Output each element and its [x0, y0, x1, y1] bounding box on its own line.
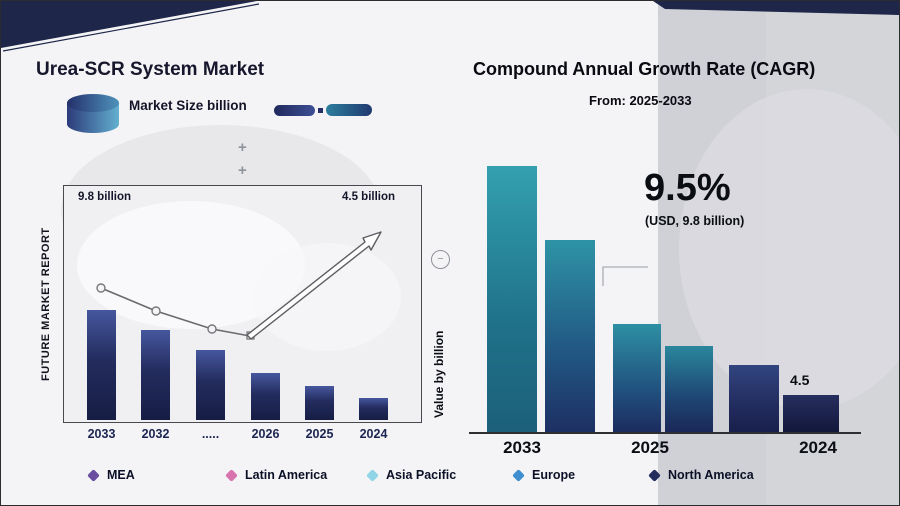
- cagr-bar-2024-primary: [729, 365, 779, 433]
- legend-item-asia-pacific: Asia Pacific: [366, 468, 457, 482]
- top-left-accent-line: [2, 3, 260, 52]
- right-axis-label-2024: 2024: [799, 438, 837, 457]
- cagr-subtitle: From: 2025-2033: [589, 93, 692, 108]
- cagr-note: (USD, 9.8 billion): [645, 214, 745, 228]
- legend-item-label: MEA: [107, 468, 135, 482]
- cagr-x-axis-line: [469, 432, 861, 434]
- minus-glyph: −: [437, 253, 444, 265]
- cagr-bar-2024-secondary: [783, 395, 839, 433]
- market-size-bar-2024: [359, 398, 388, 420]
- step-bracket-decoration: [602, 266, 648, 286]
- legend-diamond-icon: [87, 468, 100, 482]
- cagr-bar-2033-primary: [487, 166, 537, 433]
- legend-item-label: Asia Pacific: [386, 468, 457, 482]
- navy-pill-shape: [274, 105, 315, 116]
- market-size-bar-2032: [141, 330, 170, 420]
- market-size-bar-2025: [305, 386, 334, 420]
- background-blob: [679, 89, 899, 409]
- market-size-bar-2033: [87, 310, 116, 420]
- cagr-bar-2025-secondary: [665, 346, 713, 433]
- legend-item-label: North America: [668, 468, 754, 482]
- legend-diamond-icon: [648, 468, 661, 482]
- right-axis-label-2025: 2025: [631, 438, 669, 457]
- minus-circle-icon: −: [431, 250, 450, 269]
- legend-item-label: Europe: [532, 468, 576, 482]
- side-report-label: FUTURE MARKET REPORT: [40, 227, 52, 381]
- pill-dot-shape: [318, 108, 323, 113]
- cagr-bar-2033-secondary: [545, 240, 595, 433]
- chart-cloud-shape: [253, 243, 401, 351]
- cagr-bar-2025-primary: [613, 324, 661, 433]
- plus-icon: +: [238, 139, 247, 156]
- right-y-axis-label: Value by billion: [432, 330, 446, 418]
- page-title: Urea-SCR System Market: [36, 59, 265, 80]
- teal-pill-shape: [326, 104, 372, 116]
- plus-icon: +: [238, 162, 247, 179]
- bar-value-annotation: 4.5: [790, 372, 810, 388]
- legend-diamond-icon: [512, 468, 525, 482]
- right-axis-label-2033: 2033: [503, 438, 541, 457]
- legend-item-label: Latin America: [245, 468, 328, 482]
- market-size-bar-2026: [251, 373, 280, 420]
- left-axis-label-2026: 2026: [251, 427, 280, 441]
- legend-item-north-america: North America: [648, 468, 754, 482]
- market-size-bar-.....: [196, 350, 225, 420]
- market-size-legend-label: Market Size billion: [129, 98, 247, 113]
- left-axis-label-2032: 2032: [141, 427, 170, 441]
- left-axis-label-2025: 2025: [305, 427, 334, 441]
- legend-item-latin-america: Latin America: [225, 468, 328, 482]
- cagr-title: Compound Annual Growth Rate (CAGR): [473, 59, 816, 79]
- database-icon: [67, 94, 119, 133]
- left-axis-label-.....: .....: [201, 427, 220, 441]
- top-left-triangle: [1, 1, 257, 48]
- left-axis-label-2024: 2024: [359, 427, 388, 441]
- start-value-annotation: 9.8 billion: [78, 191, 132, 203]
- end-value-annotation: 4.5 billion: [342, 191, 396, 203]
- legend-item-europe: Europe: [512, 468, 576, 482]
- legend-diamond-icon: [225, 468, 238, 482]
- left-axis-label-2033: 2033: [87, 427, 116, 441]
- legend-diamond-icon: [366, 468, 379, 482]
- legend-item-mea: MEA: [87, 468, 135, 482]
- cagr-value: 9.5%: [644, 167, 731, 209]
